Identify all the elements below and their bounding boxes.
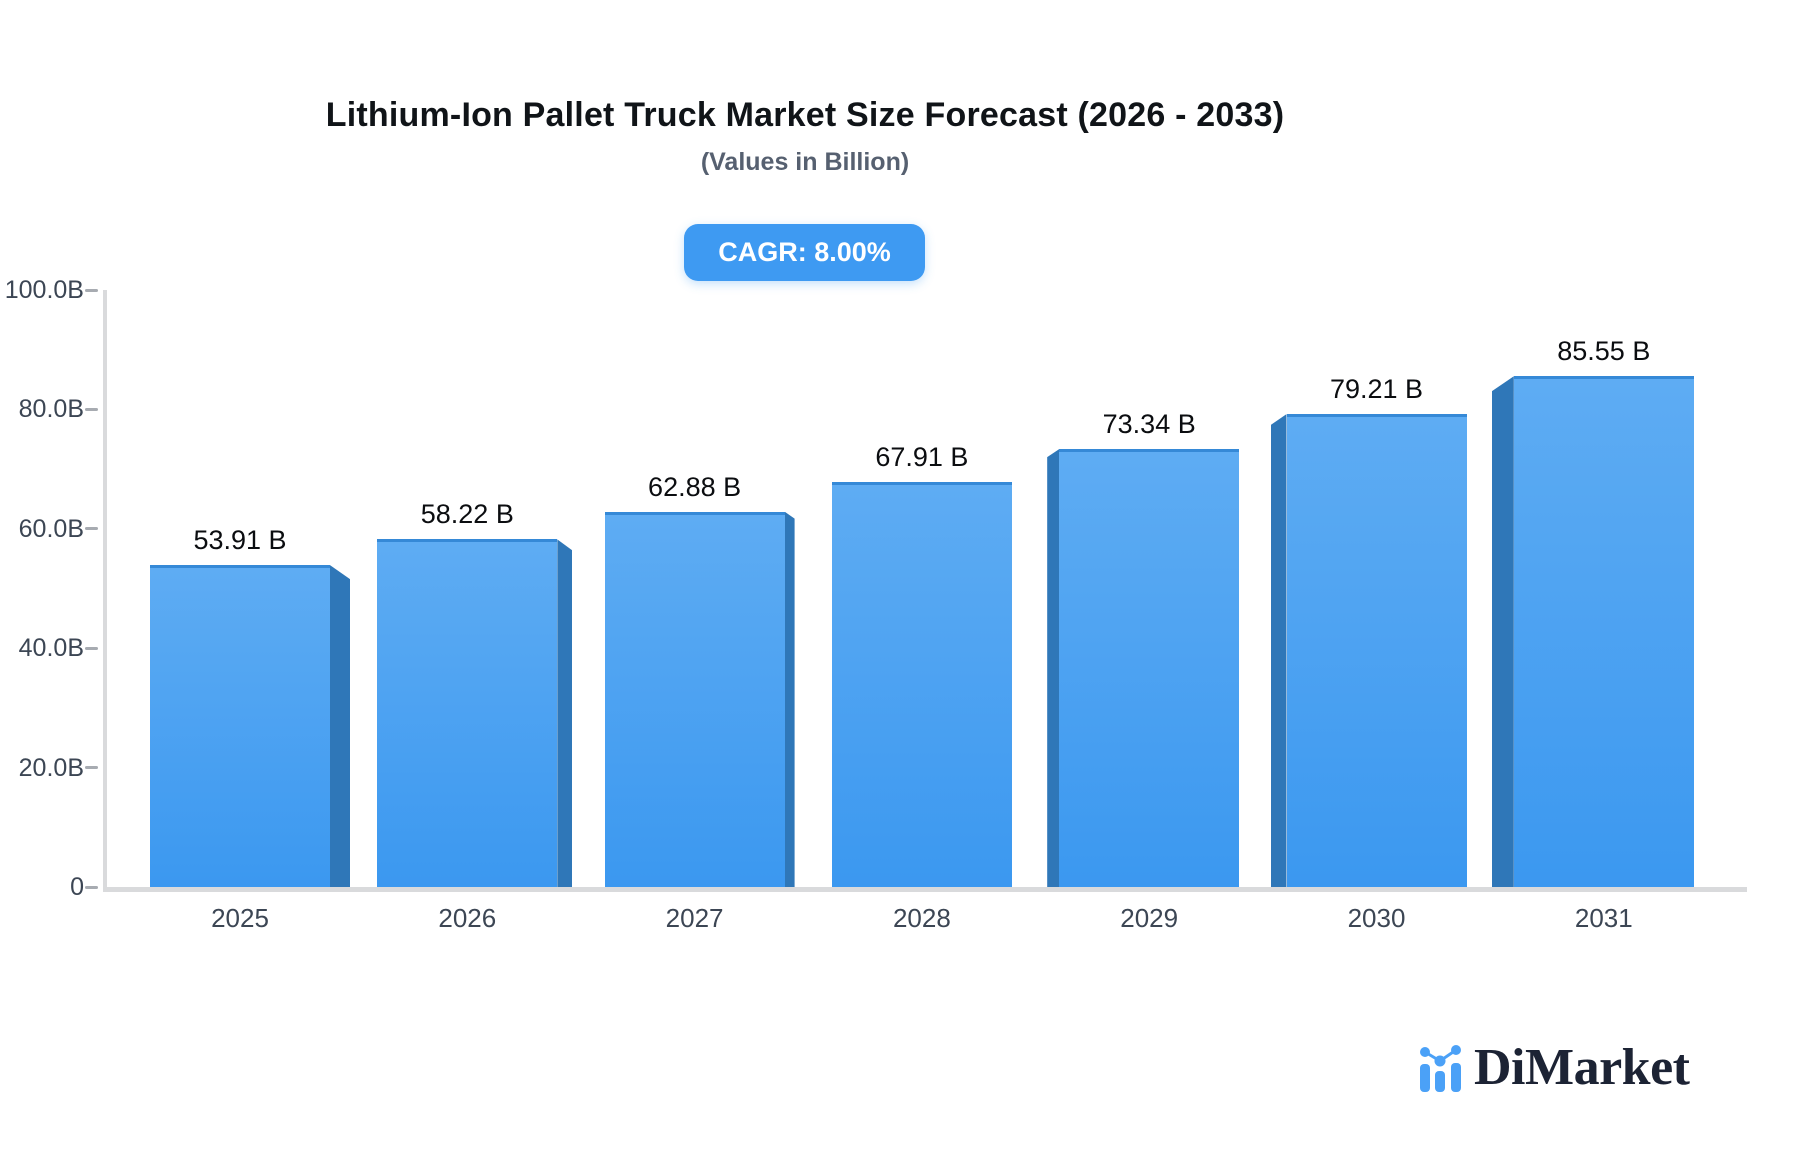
y-axis-tick-label: 80.0B (18, 395, 84, 424)
bar-side-face-2029 (1047, 449, 1060, 887)
bar-2027 (604, 511, 785, 887)
y-tick-mark (85, 646, 98, 650)
x-axis-label-2027: 2027 (665, 903, 724, 933)
chart-subtitle: (Values in Billion) (700, 148, 910, 176)
bar-side-face-2026 (557, 539, 573, 887)
brand-logo: DiMarket (1418, 1039, 1690, 1096)
bar-2028 (831, 481, 1012, 887)
brand-name: DiMarket (1474, 1039, 1690, 1096)
bar-2030 (1286, 414, 1467, 887)
bar-value-label: 73.34 B (1102, 409, 1196, 440)
bar-2029 (1059, 449, 1240, 887)
bar-value-label: 79.21 B (1329, 374, 1424, 405)
bar-chart-logo-icon (1420, 1045, 1461, 1092)
bar-value-label: 62.88 B (648, 471, 742, 502)
bar-side-face-2031 (1491, 376, 1514, 887)
chart-title: Lithium-Ion Pallet Truck Market Size For… (325, 96, 1285, 134)
y-axis-tick-label: 20.0B (18, 753, 84, 782)
bar-value-label: 67.91 B (875, 441, 969, 472)
bar-2026 (377, 539, 558, 887)
cagr-badge: CAGR: 8.00% (684, 224, 925, 281)
bar-side-face-2030 (1270, 414, 1287, 887)
x-axis-label-2031: 2031 (1574, 903, 1633, 933)
y-axis-tick-label: 60.0B (18, 514, 84, 543)
x-axis-label-2030: 2030 (1347, 903, 1406, 933)
y-tick-mark (85, 407, 98, 411)
x-axis-baseline (103, 887, 1747, 892)
y-axis-tick-label: 0 (70, 873, 84, 901)
bar-2031 (1513, 376, 1694, 887)
bar-value-label: 58.22 B (420, 499, 514, 530)
y-axis-tick-label: 40.0B (18, 634, 84, 663)
x-axis-label-2029: 2029 (1120, 903, 1179, 933)
bar-side-face-2027 (784, 511, 795, 887)
bar-value-label: 85.55 B (1557, 336, 1651, 367)
y-tick-mark (85, 527, 98, 531)
y-axis-line (103, 290, 107, 887)
y-axis-tick-label: 100.0B (4, 276, 84, 304)
y-tick-mark (85, 885, 98, 889)
y-tick-mark (85, 288, 98, 292)
x-axis-label-2025: 2025 (211, 903, 269, 933)
bar-side-face-2025 (330, 565, 350, 887)
bar-2025 (150, 565, 330, 887)
y-tick-mark (85, 766, 98, 770)
cagr-badge-label: CAGR: 8.00% (718, 237, 891, 267)
x-axis-label-2026: 2026 (438, 903, 497, 933)
bar-value-label: 53.91 B (193, 525, 287, 556)
x-axis-label-2028: 2028 (892, 903, 951, 933)
